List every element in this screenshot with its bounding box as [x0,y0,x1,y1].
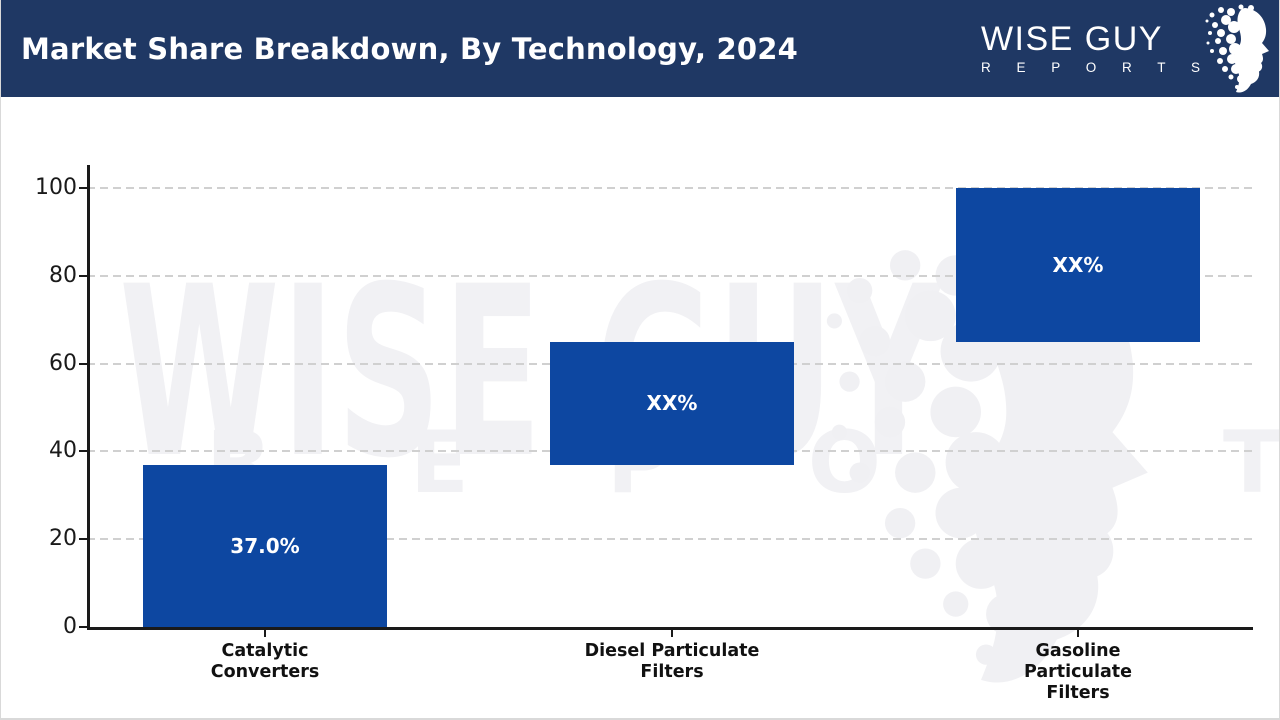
y-tick [79,362,88,365]
brand-name: WISE GUY [980,20,1163,58]
x-axis [87,627,1253,630]
x-tick [1077,629,1079,637]
y-tick [79,450,88,453]
y-tick-label: 20 [49,526,77,552]
gridline [87,274,1253,277]
gridline [87,187,1253,189]
bar: XX% [956,188,1200,342]
y-tick [79,626,88,628]
y-tick [79,187,88,189]
bar-value-label: 37.0% [230,533,300,558]
bar-value-label: XX% [646,391,698,416]
category-label: Catalytic Converters [210,641,320,682]
bar: 37.0% [143,464,387,627]
y-tick-label: 100 [35,175,77,200]
bar: XX% [550,341,794,465]
category-label: Gasoline Particulate Filters [1023,641,1133,703]
brand-sub: R E P O R T S [980,60,1211,75]
x-tick [264,629,266,637]
y-tick-label: 80 [49,262,77,288]
y-tick-label: 0 [63,614,77,639]
y-tick [79,274,88,277]
x-tick [671,629,673,637]
y-tick-label: 40 [49,438,77,464]
brand-text: WISE GUY R E P O R T S [981,22,1211,75]
category-label: Diesel Particulate Filters [584,641,760,682]
gridline [87,538,1253,541]
header: Market Share Breakdown, By Technology, 2… [1,0,1279,97]
y-tick [79,538,88,541]
brand-logo: WISE GUY R E P O R T S [981,0,1271,97]
page-title: Market Share Breakdown, By Technology, 2… [21,31,799,66]
y-tick-label: 60 [49,350,77,376]
bar-value-label: XX% [1052,252,1104,277]
y-axis [87,165,90,630]
